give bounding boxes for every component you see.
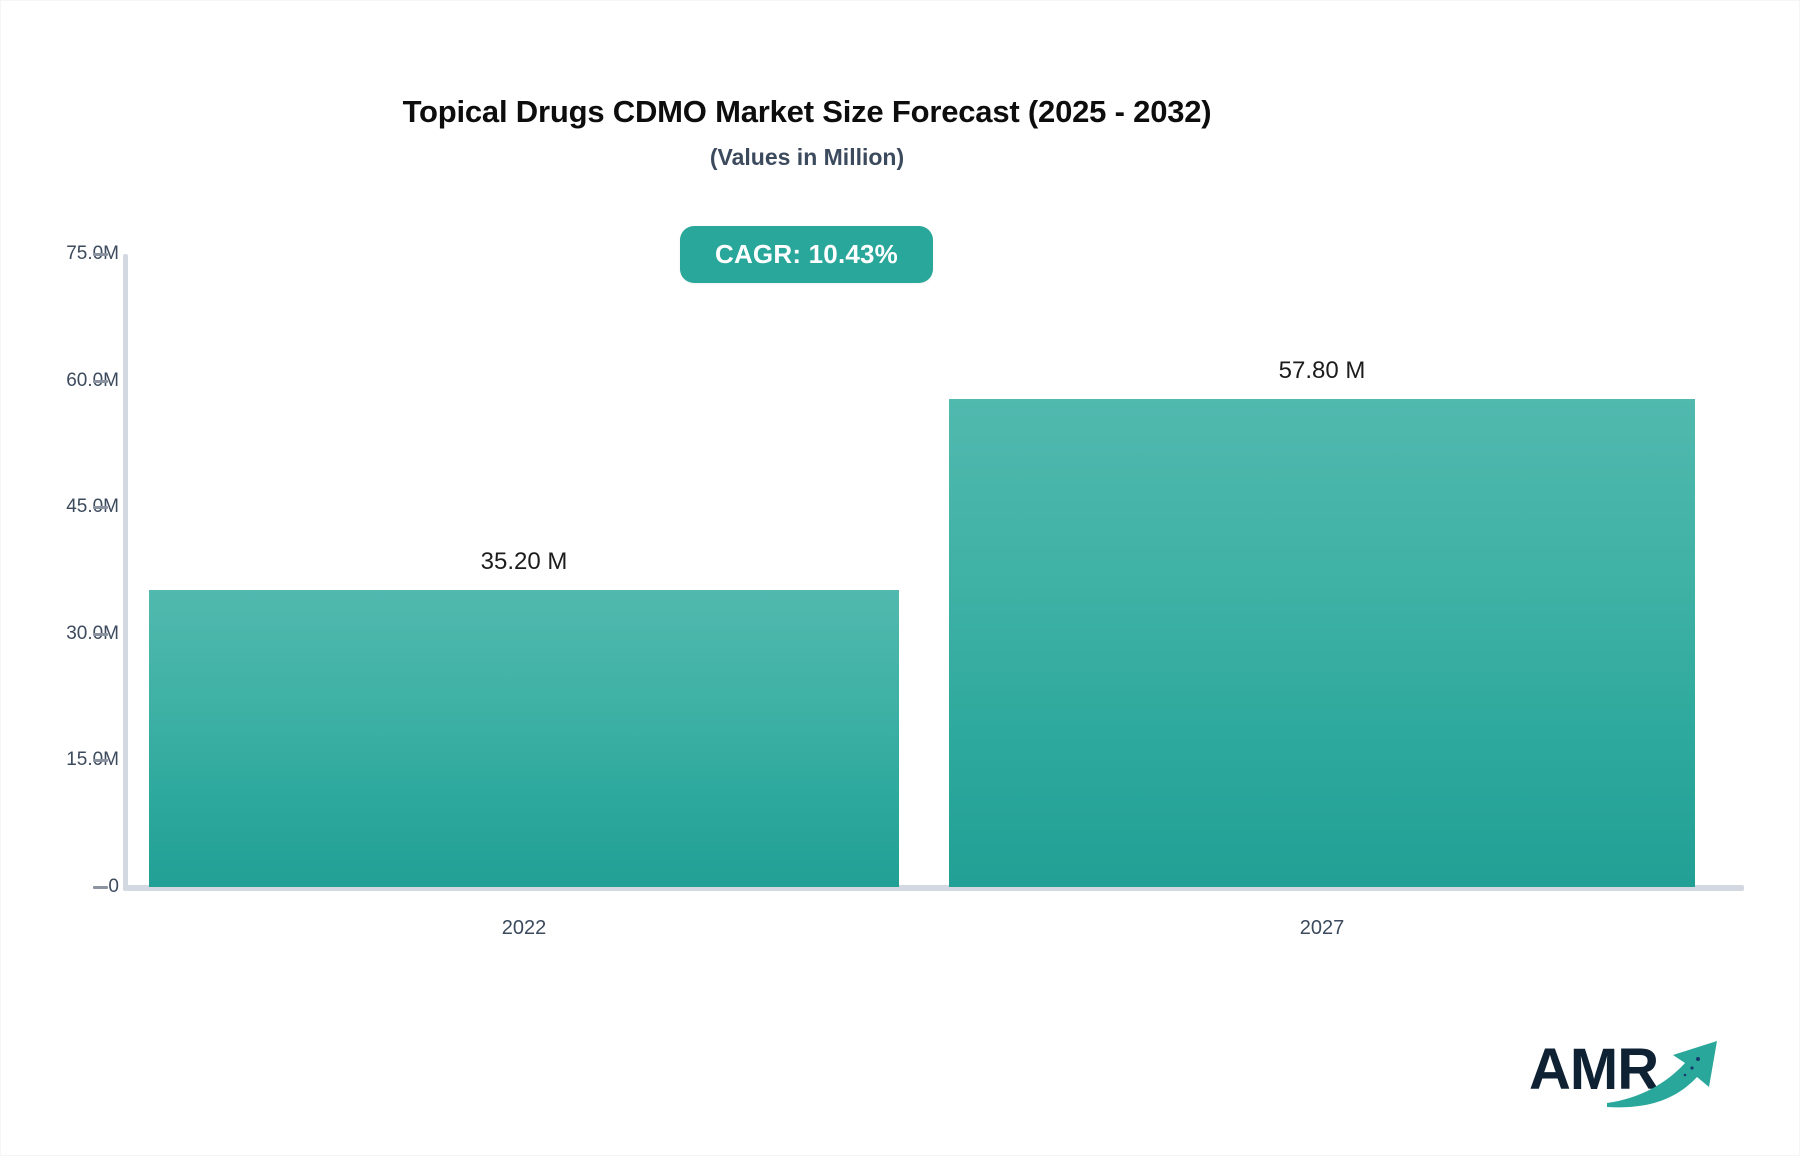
cagr-badge: CAGR: 10.43%: [680, 226, 933, 283]
bar-value-label: 35.20 M: [480, 547, 568, 575]
y-axis-tick-mark: [93, 759, 108, 763]
amr-logo-text: AMR: [1529, 1037, 1659, 1102]
y-axis-tick-mark: [93, 886, 108, 889]
bar-2022[interactable]: [149, 589, 899, 887]
x-axis-tick-label: 2022: [501, 917, 547, 939]
y-axis-spine: [123, 254, 128, 890]
cagr-badge-label: CAGR: 10.43%: [714, 239, 899, 269]
chart-header: Topical Drugs CDMO Market Size Forecast …: [1, 93, 1613, 171]
y-axis-tick-label: 45.0M: [1, 496, 119, 518]
y-axis-tick-text: 45.0M: [66, 496, 119, 518]
y-axis-tick-text: 60.0M: [66, 369, 119, 391]
x-axis-tick-label: 2027: [1299, 917, 1345, 939]
y-axis-tick-mark: [93, 253, 108, 256]
bar-value-label: 57.80 M: [1278, 357, 1366, 385]
y-axis-tick-text: 15.0M: [66, 749, 119, 771]
y-axis-tick-label: 15.0M: [1, 749, 119, 771]
amr-logo: AMR: [1529, 1029, 1729, 1113]
y-axis-tick-mark: [93, 379, 108, 383]
y-axis-tick-text: 0: [108, 876, 119, 897]
y-axis-tick-label: 75.0M: [1, 243, 119, 264]
y-axis-tick-mark: [93, 632, 108, 636]
y-axis-tick-text: 30.0M: [66, 622, 119, 644]
bar-2027[interactable]: [949, 399, 1695, 887]
y-axis-tick-label: 30.0M: [1, 622, 119, 644]
y-axis-tick-label: 60.0M: [1, 369, 119, 391]
chart-title: Topical Drugs CDMO Market Size Forecast …: [402, 94, 1212, 129]
x-axis-baseline: [123, 885, 1744, 891]
y-axis-tick-text: 75.0M: [66, 243, 119, 264]
trend-up-arrow-icon: [1607, 1041, 1717, 1108]
y-axis-tick-mark: [93, 506, 108, 510]
y-axis-tick-label: 0: [1, 876, 119, 897]
chart-subtitle: (Values in Million): [709, 144, 905, 170]
